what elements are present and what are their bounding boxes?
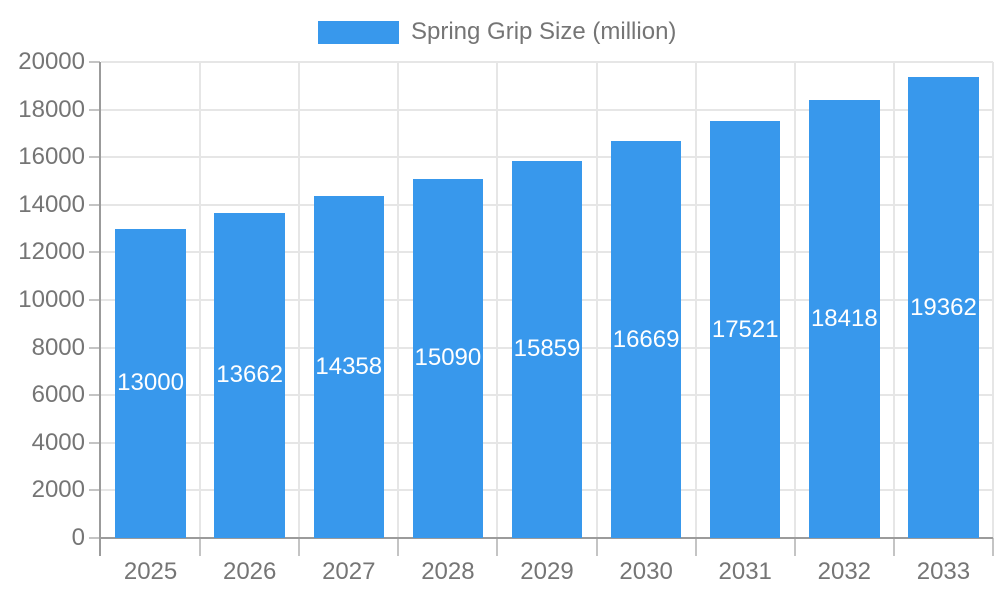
bar-value-label: 18418 <box>810 304 878 332</box>
x-axis-label: 2031 <box>718 558 772 585</box>
x-axis-tick <box>298 538 301 556</box>
y-axis-tick <box>89 156 100 159</box>
bar-value-label: 14358 <box>315 353 383 381</box>
x-axis-tick <box>793 538 796 556</box>
x-axis-label: 2026 <box>222 558 277 585</box>
y-axis-tick <box>89 108 100 111</box>
bar-2031[interactable] <box>709 121 781 538</box>
v-gridline <box>496 62 499 538</box>
y-axis-tick <box>89 251 100 254</box>
y-axis-label: 10000 <box>18 286 85 313</box>
x-axis-tick <box>496 538 499 556</box>
v-gridline <box>397 62 400 538</box>
y-axis-label: 20000 <box>18 48 85 75</box>
bar-2030[interactable] <box>610 141 682 538</box>
v-gridline <box>793 62 796 538</box>
bar-2026[interactable] <box>214 212 285 538</box>
legend-label: Spring Grip Size (million) <box>411 18 677 45</box>
v-gridline <box>694 62 697 538</box>
bar-value-label: 15859 <box>513 335 581 363</box>
y-axis-tick <box>89 394 100 397</box>
bar-2025[interactable] <box>115 228 186 538</box>
y-axis-tick <box>89 441 100 444</box>
bar-2032[interactable] <box>809 99 880 538</box>
x-axis-tick <box>694 538 697 556</box>
bar-value-label: 17521 <box>711 315 779 343</box>
y-axis-label: 0 <box>71 524 85 551</box>
y-axis-label: 2000 <box>31 476 85 504</box>
x-axis-label: 2027 <box>322 558 376 585</box>
y-axis-label: 16000 <box>18 143 85 171</box>
y-axis-label: 8000 <box>31 333 85 361</box>
x-axis-line <box>101 537 993 539</box>
x-axis-label: 2030 <box>619 558 673 585</box>
h-gridline <box>101 108 993 111</box>
bar-value-label: 19362 <box>910 293 977 321</box>
y-axis-tick <box>89 346 100 349</box>
x-axis-label: 2033 <box>916 558 971 585</box>
bar-2027[interactable] <box>313 196 385 538</box>
legend[interactable]: Spring Grip Size (million) <box>318 18 676 46</box>
h-gridline <box>101 61 993 63</box>
y-axis-tick <box>89 61 100 63</box>
bar-value-label: 15090 <box>414 344 482 372</box>
bar-2033[interactable] <box>908 77 979 538</box>
v-gridline <box>595 62 598 538</box>
v-gridline <box>199 62 202 538</box>
v-gridline <box>992 62 994 538</box>
y-axis-label: 18000 <box>18 95 85 123</box>
y-axis-tick <box>89 299 100 301</box>
x-axis-tick <box>595 538 598 556</box>
y-axis-tick <box>89 537 100 539</box>
x-axis-tick <box>199 538 202 556</box>
y-axis-label: 12000 <box>18 238 85 266</box>
y-axis-tick <box>89 203 100 206</box>
bar-2028[interactable] <box>412 178 484 538</box>
bar-2029[interactable] <box>511 160 583 538</box>
v-gridline <box>298 62 301 538</box>
h-gridline <box>101 156 993 159</box>
y-axis-label: 6000 <box>31 381 85 409</box>
x-axis-label: 2032 <box>817 558 872 585</box>
x-axis-label: 2025 <box>123 558 178 585</box>
legend-swatch-icon <box>318 20 399 44</box>
y-axis-tick <box>89 489 100 492</box>
bar-value-label: 13000 <box>117 369 184 397</box>
bar-value-label: 13662 <box>216 361 284 389</box>
x-axis-tick <box>397 538 400 556</box>
x-axis-tick <box>892 538 895 556</box>
y-axis-label: 4000 <box>31 428 85 456</box>
v-gridline <box>892 62 895 538</box>
x-axis-label: 2029 <box>520 558 574 585</box>
x-axis-label: 2028 <box>421 558 475 585</box>
x-axis-tick <box>992 538 994 556</box>
y-axis-label: 14000 <box>18 190 85 218</box>
y-axis-line <box>99 62 101 556</box>
bar-value-label: 16669 <box>612 325 680 353</box>
